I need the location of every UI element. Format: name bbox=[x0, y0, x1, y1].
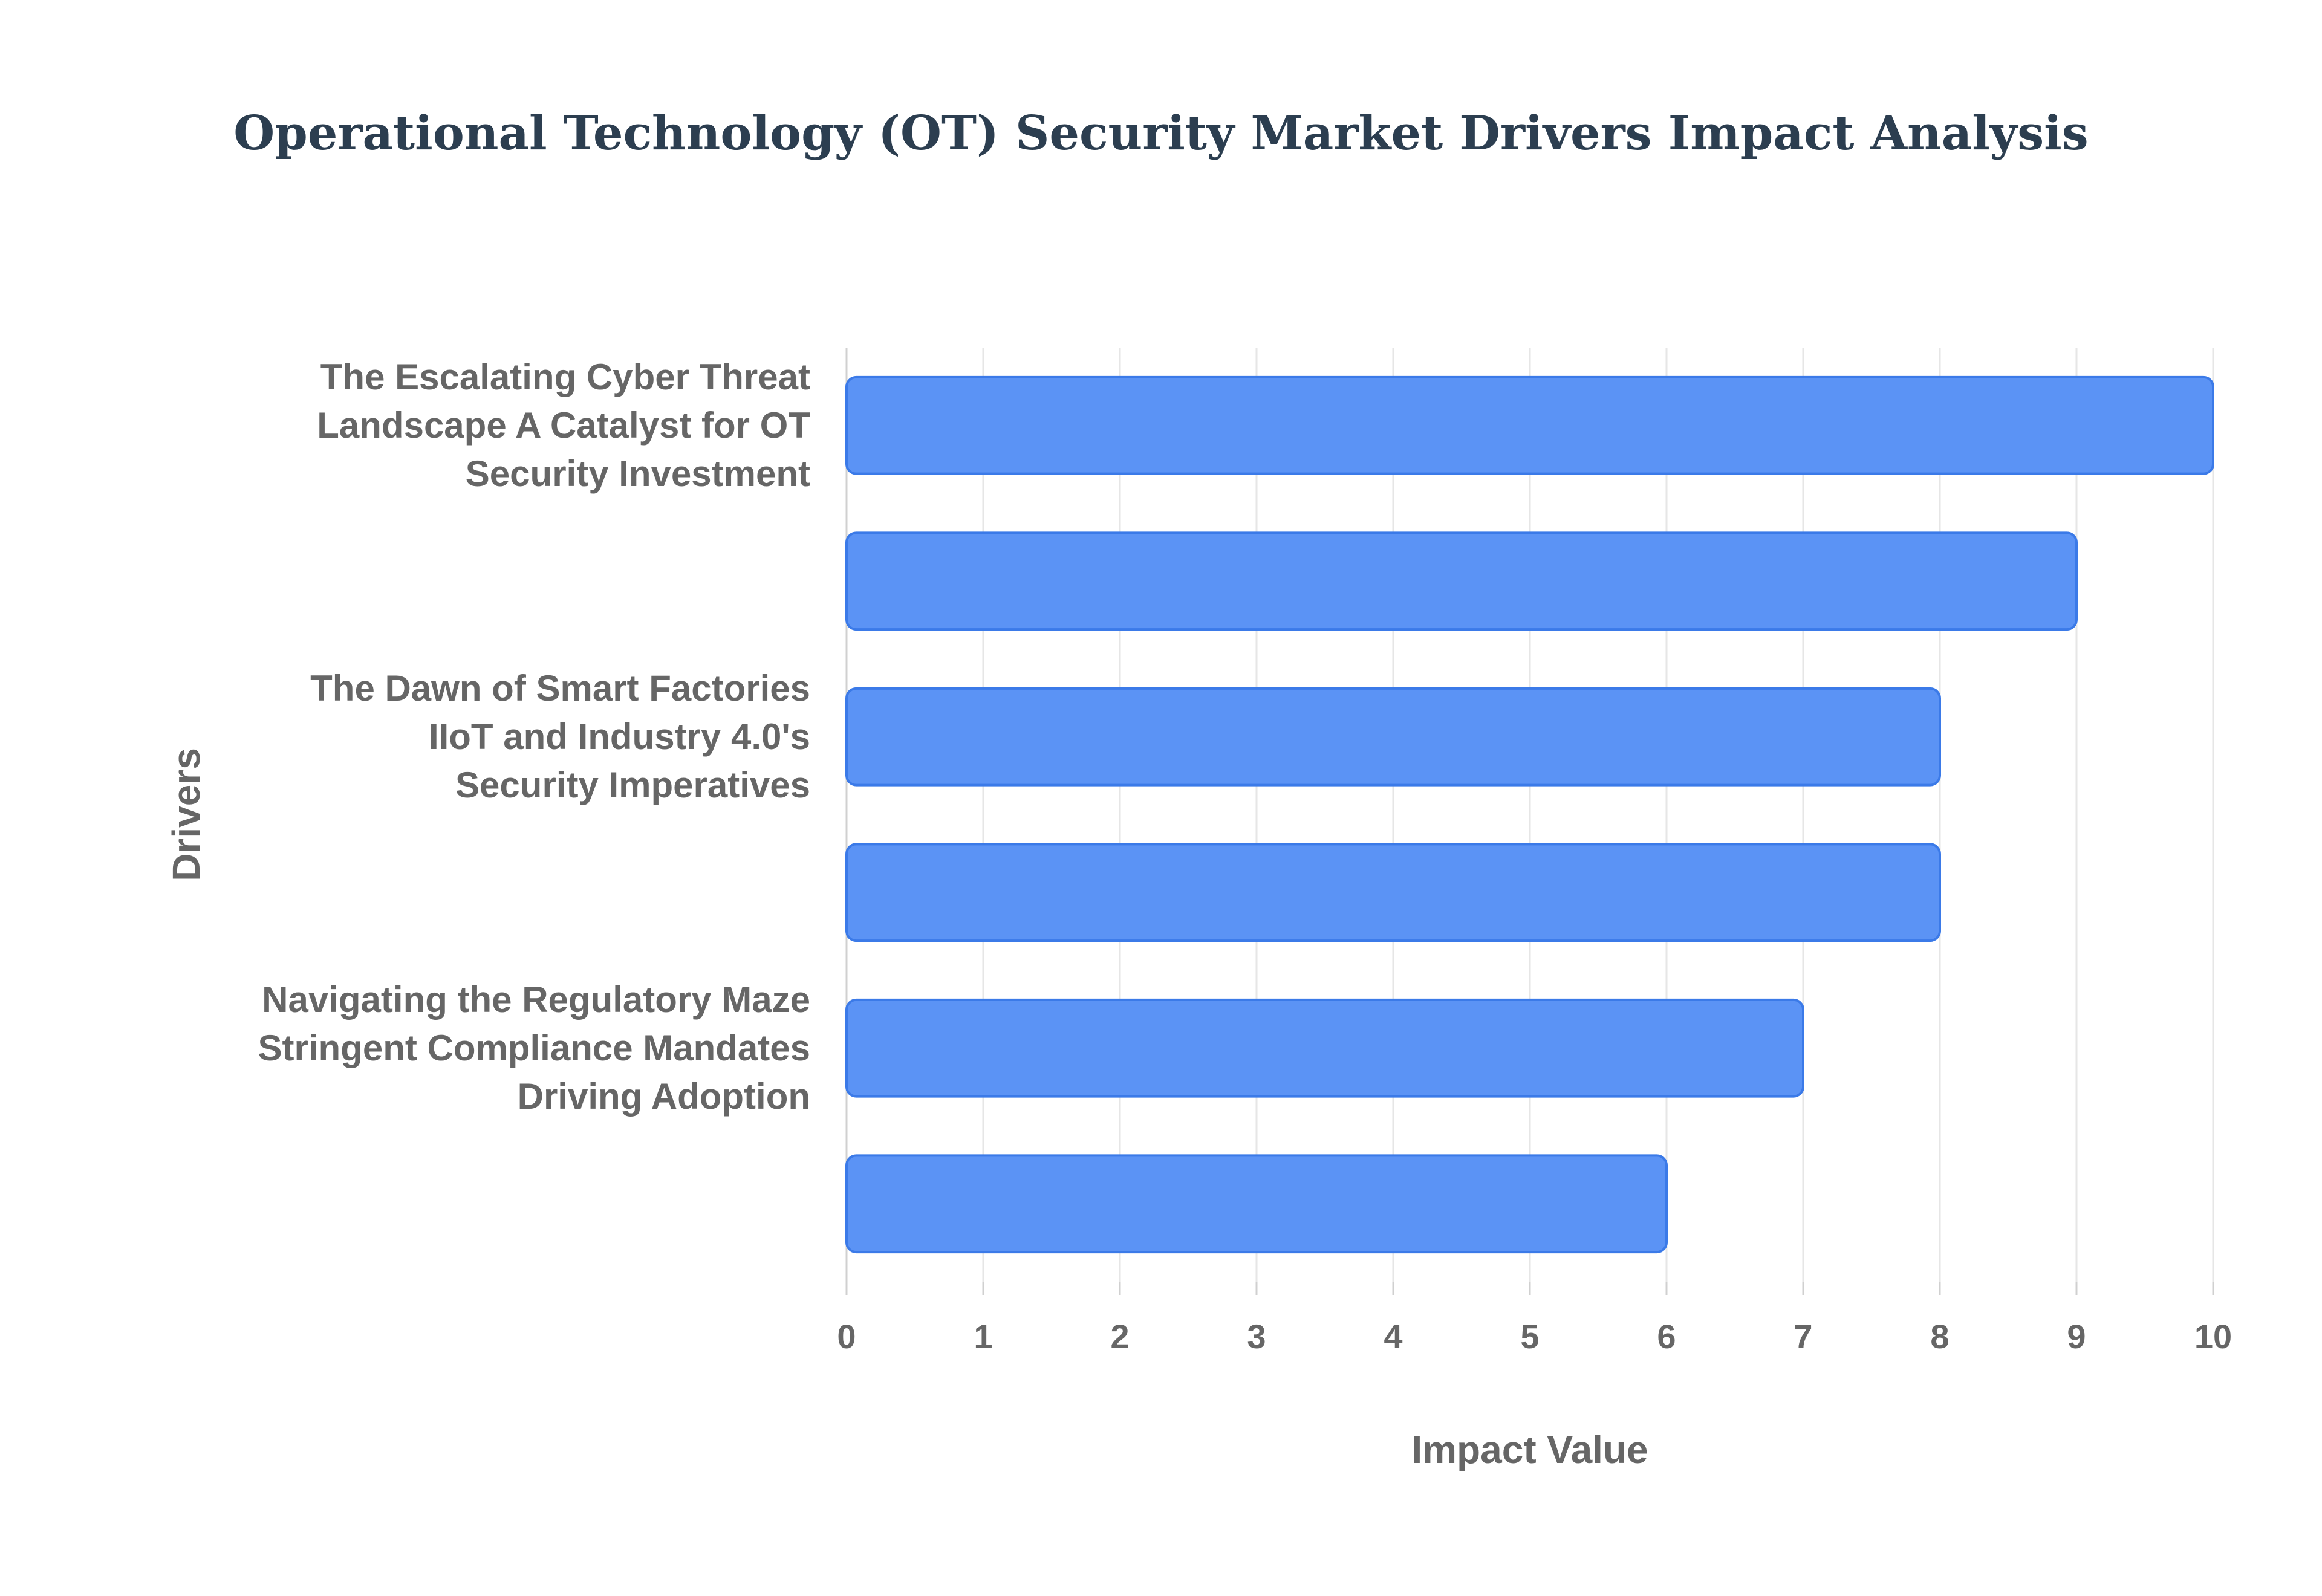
category-label: Security Imperatives bbox=[455, 765, 810, 805]
x-tick-label: 4 bbox=[1384, 1317, 1402, 1355]
x-tick-label: 6 bbox=[1657, 1317, 1676, 1355]
x-tick-label: 10 bbox=[2194, 1317, 2232, 1355]
category-label: Navigating the Regulatory Maze bbox=[262, 979, 810, 1020]
x-tick-label: 7 bbox=[1794, 1317, 1812, 1355]
bar bbox=[845, 843, 1941, 942]
category-label: The Escalating Cyber Threat bbox=[320, 357, 810, 397]
y-axis-category-labels: The Escalating Cyber Threat Landscape A C… bbox=[258, 357, 811, 1117]
category-label: Driving Adoption bbox=[518, 1076, 810, 1117]
category-label: Stringent Compliance Mandates bbox=[258, 1028, 810, 1068]
x-tick-label: 9 bbox=[2067, 1317, 2086, 1355]
x-tick-label: 1 bbox=[974, 1317, 992, 1355]
x-tick-label: 0 bbox=[837, 1317, 856, 1355]
bars bbox=[845, 375, 2214, 1254]
bar bbox=[845, 687, 1941, 787]
y-axis-title: Drivers bbox=[164, 748, 208, 881]
category-label: The Dawn of Smart Factories bbox=[310, 668, 810, 709]
gridlines bbox=[845, 348, 2214, 1282]
x-axis-title: Impact Value bbox=[1411, 1428, 1648, 1471]
bar bbox=[845, 531, 2078, 631]
bar bbox=[845, 375, 2214, 475]
category-label: Security Investment bbox=[466, 453, 810, 494]
x-tick-label: 3 bbox=[1247, 1317, 1266, 1355]
bar bbox=[845, 1154, 1668, 1254]
category-label: Landscape A Catalyst for OT bbox=[317, 405, 810, 446]
bar bbox=[845, 998, 1804, 1098]
x-tick-label: 8 bbox=[1930, 1317, 1949, 1355]
x-axis-ticks: 0 1 2 3 4 5 6 7 8 9 10 bbox=[837, 1282, 2232, 1355]
x-tick-label: 5 bbox=[1520, 1317, 1539, 1355]
category-label: IIoT and Industry 4.0's bbox=[429, 716, 810, 757]
x-tick-label: 2 bbox=[1110, 1317, 1129, 1355]
chart-title: Operational Technology (OT) Security Mar… bbox=[233, 106, 2089, 161]
